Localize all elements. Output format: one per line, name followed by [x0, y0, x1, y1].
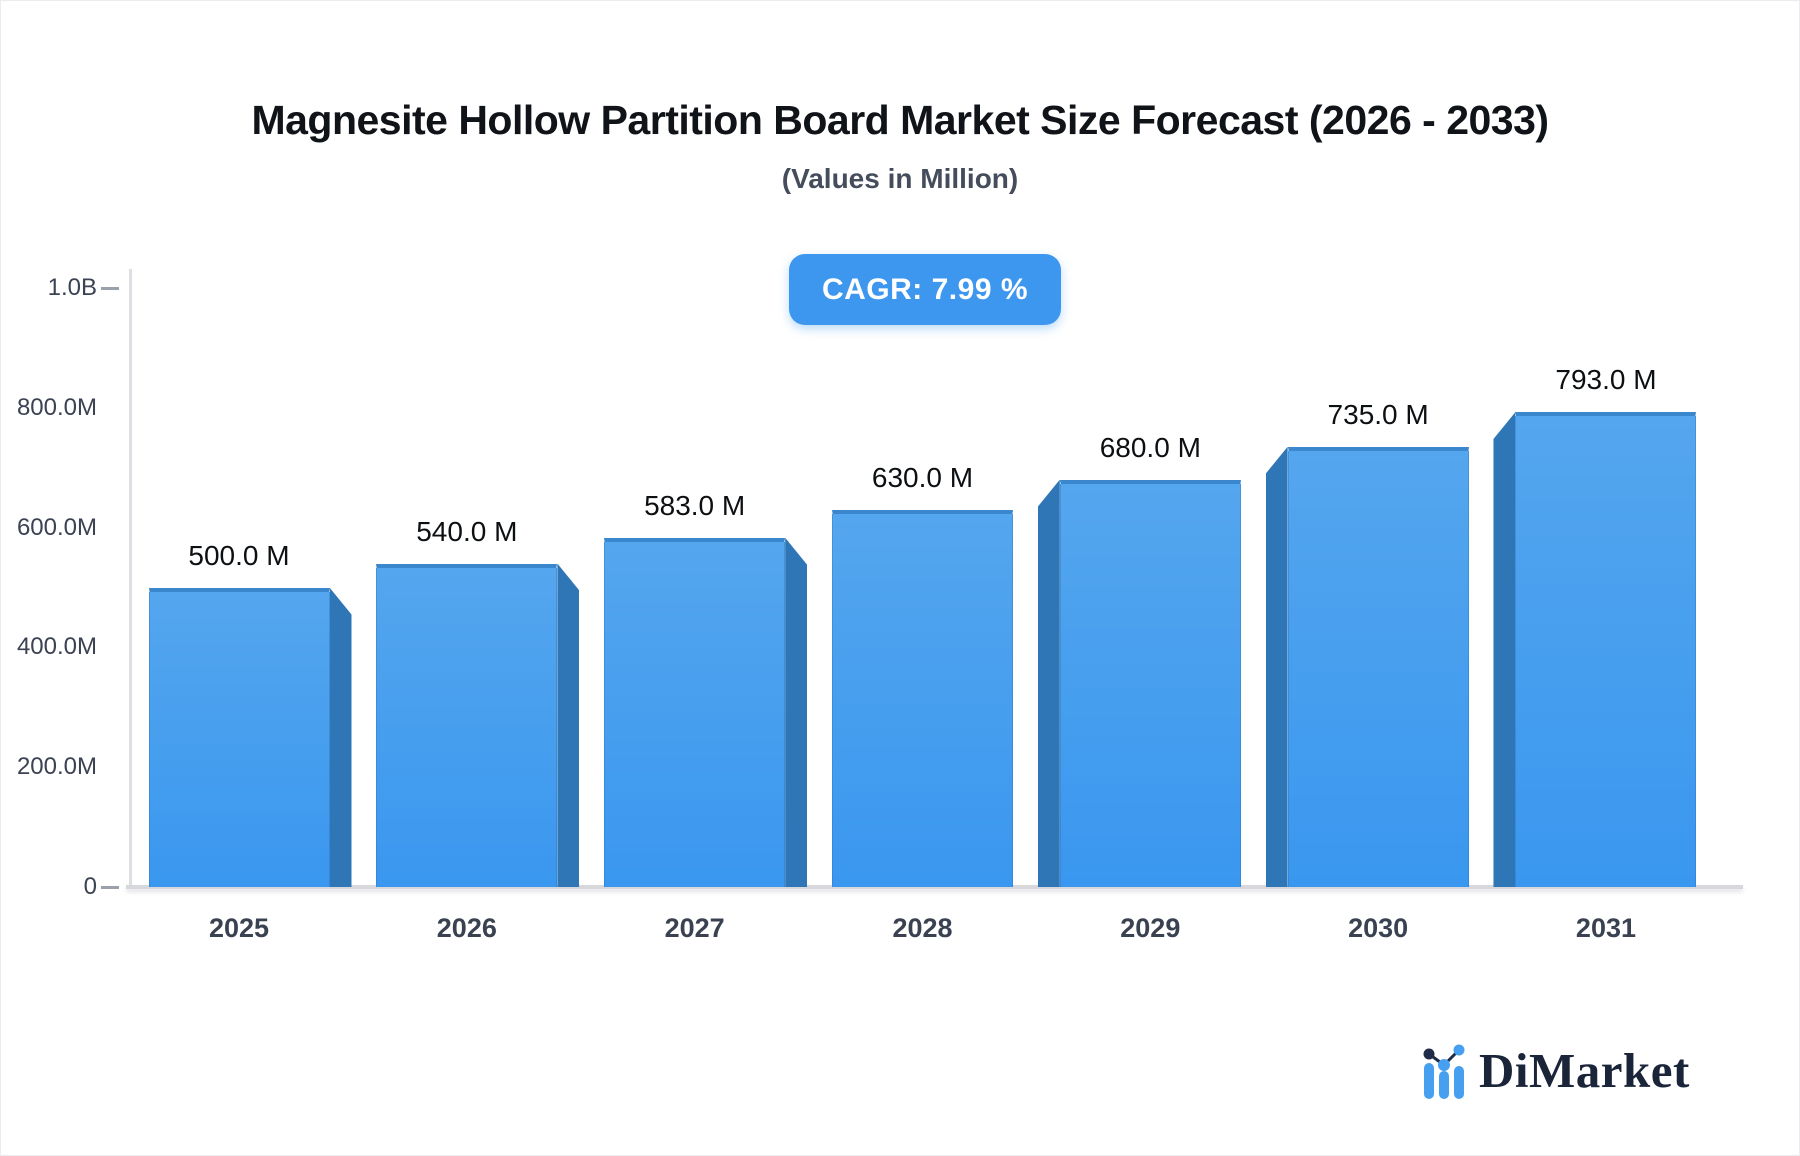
- y-tick-label: 800.0M: [16, 393, 97, 421]
- cagr-badge-label: CAGR: 7.99 %: [821, 272, 1029, 306]
- y-axis: [129, 269, 132, 889]
- y-tick-label: 0: [83, 873, 97, 900]
- y-tick-label: 1.0B: [47, 274, 97, 301]
- brand-logo-text: DiMarket: [1479, 1042, 1690, 1098]
- mini-bar-chart-trendline-icon: [1423, 1044, 1465, 1099]
- bar-side-face: [785, 537, 808, 887]
- chart-subtitle: (Values in Million): [781, 163, 1019, 194]
- bar-value-label: 583.0 M: [644, 489, 746, 521]
- bar-2027: [604, 537, 786, 887]
- bar-2030: [1287, 446, 1469, 887]
- bar-side-face: [1265, 446, 1288, 887]
- y-tick-label: 400.0M: [16, 633, 97, 661]
- x-axis-label: 2028: [892, 913, 953, 943]
- brand-logo: DiMarket: [1421, 1037, 1690, 1103]
- x-axis-label: 2029: [1120, 913, 1181, 943]
- x-axis-label: 2031: [1575, 913, 1636, 943]
- bar-side-face: [1493, 411, 1516, 887]
- bar-value-label: 793.0 M: [1555, 363, 1657, 395]
- chart-title: Magnesite Hollow Partition Board Market …: [251, 97, 1549, 143]
- bar-value-label: 500.0 M: [188, 539, 290, 571]
- bar-value-label: 735.0 M: [1327, 398, 1429, 430]
- y-tick-mark: [101, 286, 119, 290]
- bar-side-face: [329, 587, 352, 887]
- cagr-badge: CAGR: 7.99 %: [789, 254, 1061, 325]
- y-tick-label: 200.0M: [16, 753, 97, 781]
- bar-value-label: 630.0 M: [871, 461, 974, 493]
- bar-2029: [1059, 479, 1241, 887]
- x-axis: [126, 885, 1743, 889]
- bar-side-face: [1037, 479, 1060, 887]
- x-axis-label: 2030: [1348, 913, 1409, 943]
- bar-2028: [831, 509, 1013, 887]
- bar-value-label: 540.0 M: [416, 515, 518, 547]
- x-axis-label: 2027: [664, 913, 725, 943]
- bar-side-face: [557, 563, 580, 887]
- x-axis-label: 2026: [436, 913, 497, 943]
- bar-value-label: 680.0 M: [1099, 431, 1201, 463]
- y-tick-mark: [101, 885, 119, 889]
- bar-2026: [376, 563, 558, 887]
- bar-2025: [148, 587, 330, 887]
- y-tick-label: 600.0M: [16, 513, 97, 541]
- x-axis-label: 2025: [208, 913, 270, 943]
- bar-2031: [1515, 411, 1697, 887]
